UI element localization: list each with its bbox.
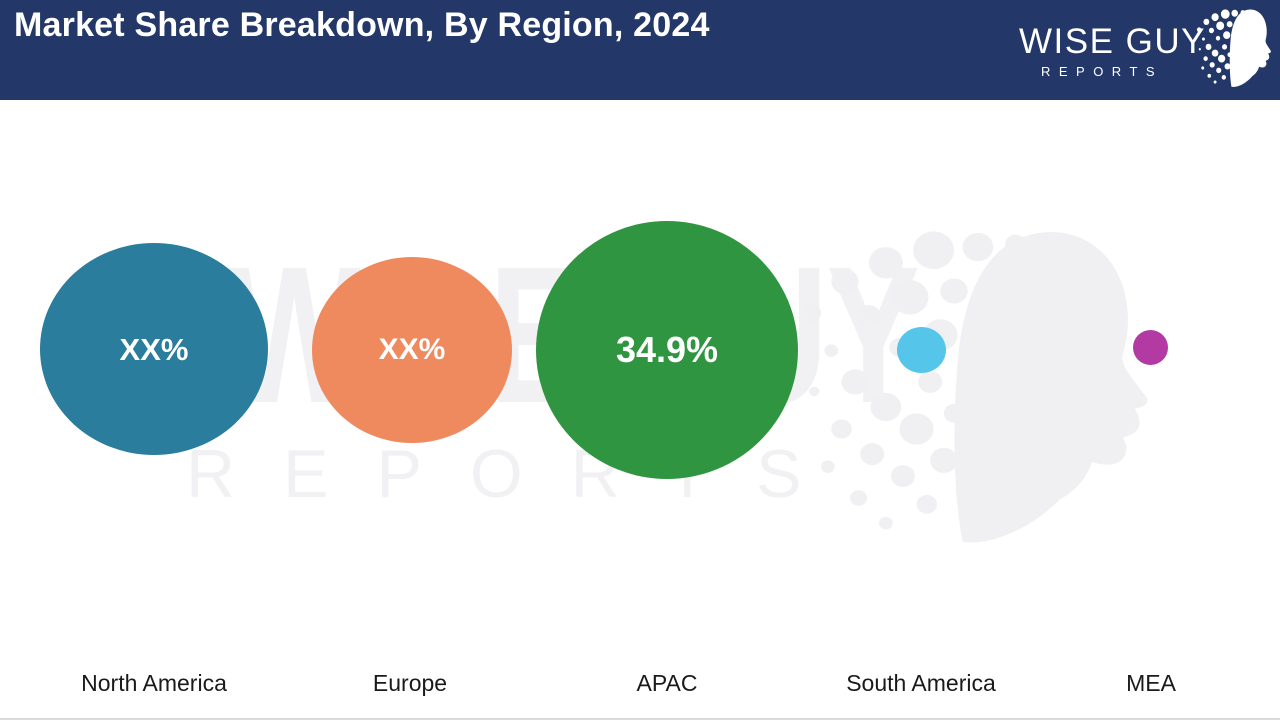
bubble-north-america: XX% xyxy=(40,243,268,455)
category-label-apac: APAC xyxy=(636,670,698,696)
brand-tagline: REPORTS xyxy=(1040,63,1164,79)
brand-head-icon xyxy=(1194,7,1274,93)
bubble-europe: XX% xyxy=(312,257,512,443)
brand-logo: WISE GUY REPORTS xyxy=(1019,6,1274,94)
category-label-europe: Europe xyxy=(372,670,448,696)
bubble-apac: 34.9% xyxy=(536,221,798,479)
brand-wordmark: WISE GUY xyxy=(1018,21,1206,61)
watermark-tagline: REPORTS xyxy=(186,436,850,512)
watermark-head-icon xyxy=(787,222,1162,567)
bubble-value-north-america: XX% xyxy=(119,331,189,367)
bubble-value-europe: XX% xyxy=(378,333,446,366)
brand-text: WISE GUY REPORTS xyxy=(1019,22,1206,79)
bubble-chart: WISE GUY REPORTS XX% XX% 34.9% North Ame… xyxy=(0,100,1280,718)
bubble-mea xyxy=(1133,330,1168,365)
category-label-south-america: South America xyxy=(846,670,996,696)
category-label-north-america: North America xyxy=(81,670,227,696)
category-label-mea: MEA xyxy=(1126,670,1176,696)
header: Market Share Breakdown, By Region, 2024 … xyxy=(0,0,1280,100)
bubble-value-apac: 34.9% xyxy=(615,329,719,370)
bubble-south-america xyxy=(897,327,946,373)
page-title: Market Share Breakdown, By Region, 2024 xyxy=(14,6,710,44)
